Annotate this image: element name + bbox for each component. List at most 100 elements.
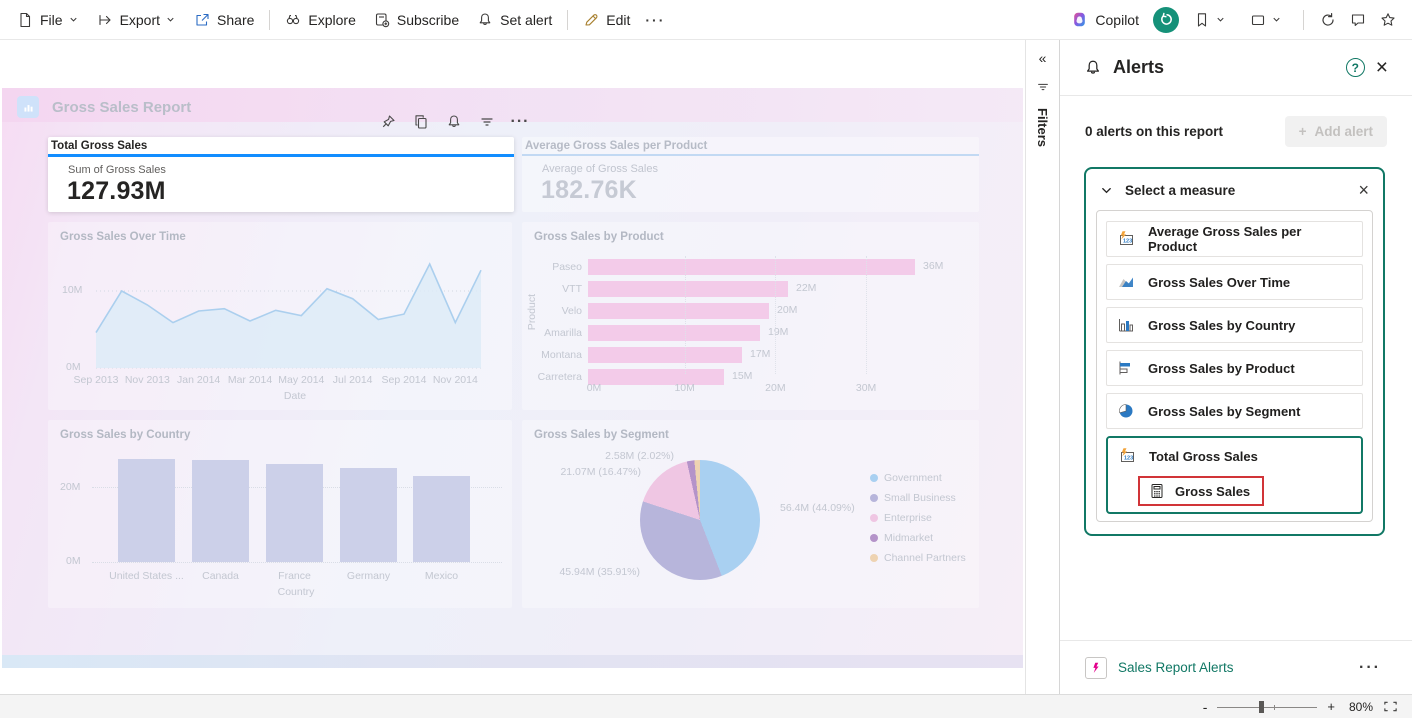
file-menu-button[interactable]: File	[8, 6, 88, 34]
zoom-level: 80%	[1348, 699, 1373, 714]
view-button[interactable]	[1241, 6, 1291, 34]
filters-label[interactable]: Filters	[1035, 108, 1050, 148]
view-rectangle-icon	[1250, 12, 1266, 28]
svg-text:123: 123	[1123, 238, 1132, 244]
y-tick: 20M	[60, 481, 81, 493]
selection-indicator	[48, 154, 514, 157]
legend-dot	[870, 514, 878, 522]
x-tick: Nov 2013	[124, 374, 170, 386]
refresh-status-button[interactable]	[1153, 6, 1179, 33]
measure-item-total-gross-sales[interactable]: 123 Total Gross Sales	[1108, 438, 1361, 474]
report-canvas: Gross Sales Report ··· Total Gross Sales…	[0, 40, 1025, 694]
pin-visual-button[interactable]	[376, 111, 400, 133]
measure-item-gross-sales-by-country[interactable]: Gross Sales by Country	[1106, 307, 1363, 343]
subscribe-label: Subscribe	[396, 11, 460, 28]
zoom-out-button[interactable]: -	[1202, 698, 1208, 715]
help-icon[interactable]: ?	[1345, 58, 1365, 77]
bar-row-montana: Montana 17M	[532, 347, 971, 363]
subscribe-button[interactable]: Subscribe	[365, 6, 468, 34]
card-title: Average Gross Sales per Product	[525, 140, 708, 152]
edit-button[interactable]: Edit	[574, 6, 639, 34]
gross-sales-by-product-chart[interactable]: Gross Sales by Product Product Paseo 36M V…	[522, 222, 979, 410]
x-tick: Jul 2014	[332, 374, 373, 386]
edit-label: Edit	[606, 11, 631, 28]
export-menu-button[interactable]: Export	[88, 6, 185, 34]
alert-visual-button[interactable]	[442, 111, 466, 133]
x-tick: 30M	[855, 382, 877, 394]
bookmarks-button[interactable]	[1185, 6, 1235, 34]
pie-data-label: 56.4M (44.09%)	[780, 502, 855, 514]
x-axis-label: Country	[277, 586, 315, 598]
measure-item-gross-sales-by-segment[interactable]: Gross Sales by Segment	[1106, 393, 1363, 429]
bar-category: Carretera	[537, 371, 582, 383]
toolbar-divider	[1303, 9, 1304, 30]
more-options-button[interactable]: ···	[645, 11, 666, 28]
fit-to-page-icon[interactable]	[1383, 699, 1398, 714]
measure-item-label: Gross Sales	[1175, 483, 1251, 499]
x-tick: Jan 2014	[177, 374, 221, 386]
legend-label: Channel Partners	[884, 552, 966, 564]
measure-item-gross-sales-over-time[interactable]: Gross Sales Over Time	[1106, 264, 1363, 300]
pie-data-label: 2.58M (2.02%)	[605, 450, 674, 462]
bar-track: 20M	[588, 303, 971, 319]
chevron-down-icon	[1271, 14, 1282, 25]
measure-picker-header[interactable]: Select a measure ×	[1086, 169, 1383, 208]
file-label: File	[40, 11, 63, 28]
bar-category: Paseo	[552, 261, 582, 273]
gross-sales-by-segment-chart[interactable]: Gross Sales by Segment 2.58M (2.02%) 21.…	[522, 420, 979, 608]
zoom-in-button[interactable]: +	[1327, 699, 1335, 714]
legend-label: Midmarket	[884, 532, 934, 544]
bar-track: 15M	[588, 369, 971, 385]
average-gross-sales-card[interactable]: Average Gross Sales per Product Average …	[522, 137, 979, 212]
x-axis-label: Date	[283, 390, 307, 402]
measure-picker: Select a measure × 123 Average Gross Sale…	[1084, 167, 1385, 536]
alerts-title: Alerts	[1113, 57, 1165, 77]
comments-button[interactable]	[1346, 9, 1370, 31]
refresh-button[interactable]	[1316, 9, 1340, 31]
measure-picker-title: Select a measure	[1125, 182, 1236, 198]
favorite-button[interactable]	[1376, 9, 1400, 31]
alerts-panel: Alerts ? × 0 alerts on this report + Add…	[1059, 40, 1412, 694]
bar	[588, 347, 742, 363]
footer-more-options-button[interactable]: ···	[1359, 658, 1381, 676]
bar	[588, 259, 915, 275]
close-icon[interactable]: ×	[1358, 180, 1369, 200]
measure-list: 123 Average Gross Sales per Product Gross …	[1096, 210, 1373, 522]
baseline	[92, 562, 502, 563]
x-tick: Sep 2014	[381, 374, 427, 386]
bar-track: 17M	[588, 347, 971, 363]
bell-icon	[1084, 59, 1102, 77]
total-gross-sales-card[interactable]: Total Gross Sales Sum of Gross Sales 127…	[48, 137, 514, 212]
pie-chart-icon	[1117, 402, 1135, 420]
alert-rule-link[interactable]: Sales Report Alerts	[1118, 660, 1234, 675]
alerts-count: 0 alerts on this report	[1085, 124, 1224, 139]
share-button[interactable]: Share	[185, 6, 263, 34]
add-alert-button[interactable]: + Add alert	[1284, 116, 1387, 147]
visual-more-options-button[interactable]: ···	[510, 113, 530, 130]
measure-item-average-gross-sales-per-product[interactable]: 123 Average Gross Sales per Product	[1106, 221, 1363, 257]
measure-item-gross-sales-by-product[interactable]: Gross Sales by Product	[1106, 350, 1363, 386]
explore-button[interactable]: Explore	[276, 6, 364, 34]
bar-row-paseo: Paseo 36M	[532, 259, 971, 275]
visual-hover-toolbar: ···	[376, 111, 532, 133]
slider-handle[interactable]	[1259, 700, 1265, 713]
export-label: Export	[119, 11, 161, 28]
copilot-button[interactable]: Copilot	[1063, 6, 1147, 33]
legend-dot	[870, 474, 878, 482]
x-tick: Sep 2013	[73, 374, 119, 386]
bar-category: Montana	[541, 349, 582, 361]
expand-filters-chevron[interactable]: «	[1038, 50, 1047, 66]
alerts-header: Alerts ? ×	[1060, 40, 1412, 96]
zoom-slider[interactable]	[1217, 700, 1318, 713]
x-tick: 0M	[586, 382, 602, 394]
gross-sales-by-country-chart[interactable]: Gross Sales by Country 20M 0M United Sta…	[48, 420, 512, 608]
bar-chart-icon	[1117, 359, 1135, 377]
measure-item-gross-sales[interactable]: Gross Sales	[1138, 476, 1265, 506]
close-icon[interactable]: ×	[1375, 56, 1388, 79]
gross-sales-over-time-chart[interactable]: Gross Sales Over Time 10M 0M Sep 2013 Nov…	[48, 222, 512, 410]
set-alert-button[interactable]: Set alert	[468, 6, 561, 34]
filter-visual-button[interactable]	[475, 111, 499, 133]
alerts-footer: Sales Report Alerts ···	[1060, 640, 1412, 694]
copy-visual-button[interactable]	[409, 111, 433, 133]
column-mexico	[413, 476, 470, 562]
